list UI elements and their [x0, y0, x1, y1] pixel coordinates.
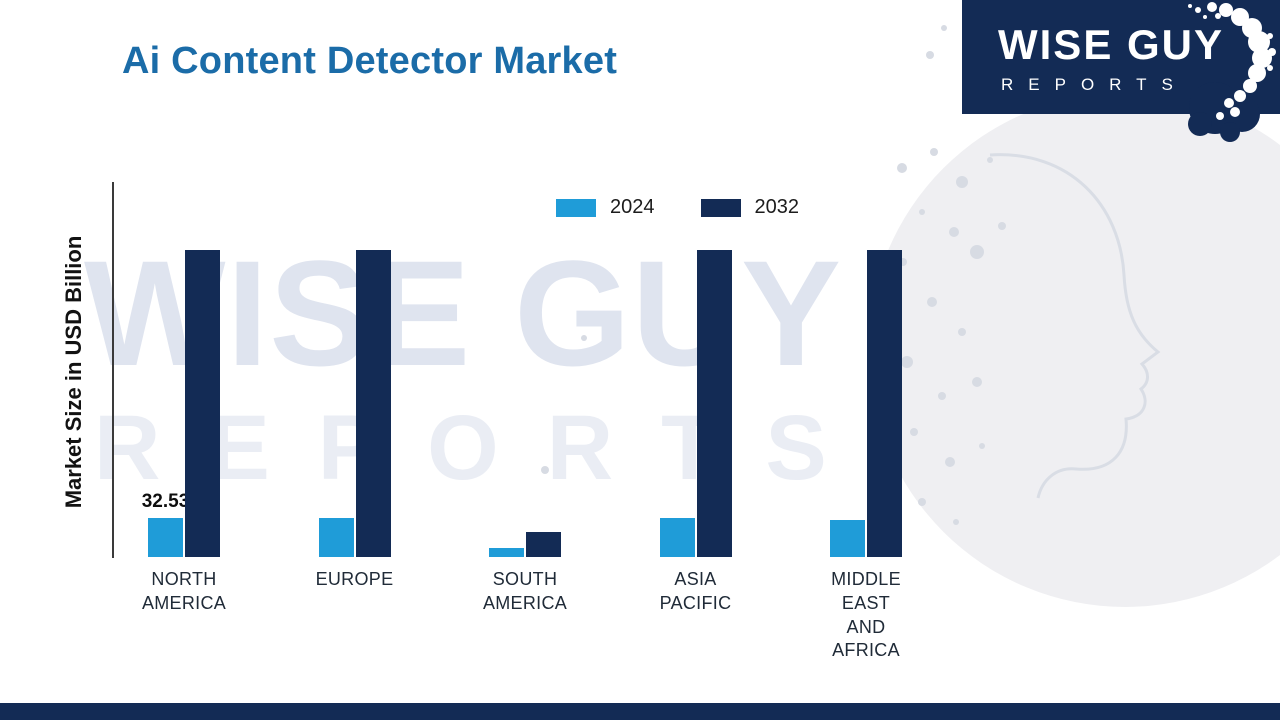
value-label: 32.53: [141, 491, 190, 512]
bar-2024: 32.53: [142, 491, 189, 557]
logo-wordmark: WISE GUY: [998, 21, 1225, 68]
category-label: MIDDLE EAST AND AFRICA: [831, 569, 901, 661]
bar-group: EUROPE: [300, 250, 410, 663]
bar-2024: [318, 518, 354, 557]
bar-2024: [830, 519, 865, 557]
category-label: NORTH AMERICA: [141, 569, 227, 613]
bar-group: MIDDLE EAST AND AFRICA: [811, 250, 921, 663]
bar-group: 32.53 NORTH AMERICA: [129, 250, 239, 663]
legend-label-2032: 2032: [754, 196, 800, 218]
legend-swatch-2032: [700, 198, 741, 217]
bar-2032: [696, 250, 732, 557]
logo-text: WISE GUY REPORTS: [998, 24, 1224, 95]
bar-2024: [489, 548, 524, 557]
bar-group: ASIA PACIFIC: [641, 250, 751, 663]
page-title: Ai Content Detector Market: [122, 40, 618, 82]
y-axis-line: [112, 182, 114, 558]
legend-item-2024: 2024: [556, 196, 655, 219]
bar-2032: [355, 250, 391, 557]
category-label: SOUTH AMERICA: [482, 569, 568, 613]
logo-subtext: REPORTS: [1001, 75, 1188, 94]
bottom-bar: [0, 703, 1280, 720]
legend-label-2024: 2024: [610, 196, 655, 218]
y-axis-label: Market Size in USD Billion: [61, 235, 86, 509]
logo: WISE GUY REPORTS: [962, 0, 1280, 142]
bar-chart: 32.53 NORTH AMERICA EUROPE SOUTH AMERICA ASI…: [129, 250, 921, 663]
background-circle: [868, 93, 1280, 607]
bar-group: SOUTH AMERICA: [470, 250, 580, 663]
bar-2032: [526, 531, 561, 557]
bar-2024: [659, 518, 695, 557]
category-label: ASIA PACIFIC: [659, 569, 732, 613]
bar-2032: [867, 250, 902, 557]
logo-face-dots: [1188, 2, 1276, 142]
legend: 2024 2032: [556, 196, 799, 219]
legend-item-2032: 2032: [700, 196, 800, 219]
category-label: EUROPE: [315, 569, 394, 589]
bar-2032: [185, 250, 220, 557]
legend-swatch-2024: [556, 198, 596, 217]
